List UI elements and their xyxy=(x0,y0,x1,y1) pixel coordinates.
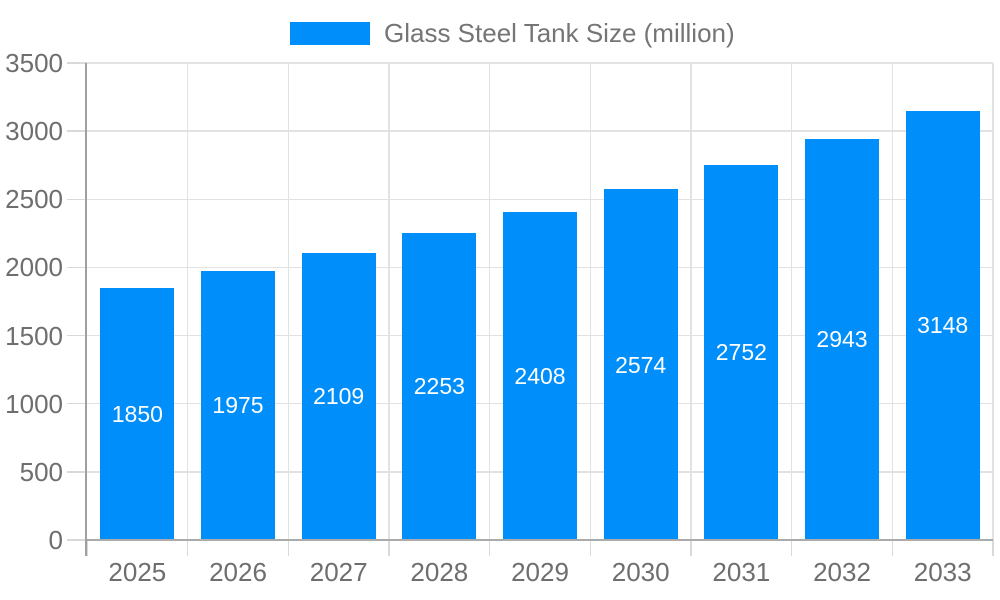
bar-value-label: 2109 xyxy=(313,383,365,410)
v-gridline xyxy=(891,63,894,540)
h-gridline xyxy=(87,62,993,64)
bar-value-label: 3148 xyxy=(917,312,969,339)
v-gridline xyxy=(589,63,592,540)
y-tick xyxy=(67,130,87,132)
x-tick xyxy=(790,540,793,556)
x-tick xyxy=(388,540,390,556)
legend-swatch xyxy=(290,21,370,45)
x-tick xyxy=(690,540,692,556)
v-gridline xyxy=(186,63,189,540)
bar xyxy=(201,270,275,540)
bar xyxy=(402,232,477,540)
bar-value-label: 2574 xyxy=(615,351,667,378)
y-axis-line xyxy=(85,63,87,556)
bar-value-label: 2943 xyxy=(816,326,868,353)
h-gridline xyxy=(87,198,993,201)
legend-item[interactable]: Glass Steel Tank Size (million) xyxy=(290,20,735,46)
y-tick xyxy=(67,539,87,541)
x-tick xyxy=(186,540,189,556)
bar xyxy=(704,164,779,540)
x-axis-line xyxy=(85,539,993,541)
h-gridline xyxy=(87,130,993,132)
v-gridline xyxy=(287,63,290,540)
x-tick xyxy=(589,540,592,556)
bar xyxy=(301,252,376,540)
v-gridline xyxy=(388,63,390,540)
x-axis-label: 2029 xyxy=(511,557,569,587)
y-axis-label: 500 xyxy=(19,456,63,487)
x-axis-label: 2026 xyxy=(209,557,267,587)
y-tick xyxy=(67,402,87,405)
y-tick xyxy=(67,198,87,201)
x-axis-label: 2031 xyxy=(712,557,771,587)
x-tick xyxy=(86,540,88,556)
bar xyxy=(905,110,980,540)
legend-label: Glass Steel Tank Size (million) xyxy=(384,18,735,48)
x-axis-label: 2025 xyxy=(108,557,167,587)
v-gridline xyxy=(992,63,994,540)
y-axis-label: 1500 xyxy=(5,320,63,351)
v-gridline xyxy=(488,63,491,540)
v-gridline xyxy=(690,63,692,540)
x-tick xyxy=(287,540,290,556)
x-tick xyxy=(891,540,894,556)
y-axis-label: 3500 xyxy=(5,48,63,78)
y-tick xyxy=(67,471,87,473)
y-tick xyxy=(67,334,87,337)
bar-value-label: 1975 xyxy=(212,392,264,419)
bar xyxy=(503,211,577,540)
y-tick xyxy=(67,62,87,64)
y-axis-label: 0 xyxy=(48,525,63,555)
x-tick xyxy=(992,540,994,556)
bar-value-label: 1850 xyxy=(111,400,163,427)
bar-value-label: 2253 xyxy=(413,373,465,400)
x-axis-label: 2032 xyxy=(813,557,871,587)
x-tick xyxy=(488,540,491,556)
x-axis-label: 2028 xyxy=(410,557,469,587)
v-gridline xyxy=(790,63,793,540)
bar xyxy=(603,189,678,540)
x-axis-label: 2027 xyxy=(309,557,368,587)
bar xyxy=(805,138,879,540)
y-axis-label: 1000 xyxy=(5,388,63,419)
bar xyxy=(100,287,175,540)
x-axis-label: 2033 xyxy=(913,557,972,587)
y-tick xyxy=(67,266,87,269)
bar-value-label: 2408 xyxy=(514,362,566,389)
bar-value-label: 2752 xyxy=(715,339,767,366)
x-axis-label: 2030 xyxy=(611,557,670,587)
y-axis-label: 2500 xyxy=(5,184,63,215)
y-axis-label: 3000 xyxy=(5,116,63,147)
y-axis-label: 2000 xyxy=(5,252,63,283)
